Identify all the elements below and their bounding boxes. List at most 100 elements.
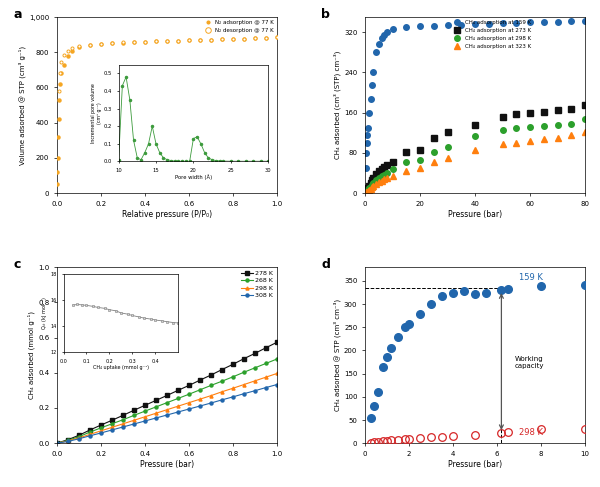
268 K — [229, 374, 236, 380]
CH₄ adsorption at 323 K — [499, 141, 506, 147]
Text: a: a — [13, 8, 22, 21]
CH₄ adsorption at 298 K — [540, 123, 547, 129]
298 K — [262, 374, 269, 380]
268 K — [208, 382, 215, 388]
298 K — [175, 403, 182, 409]
278 K — [185, 382, 193, 388]
308 K — [152, 415, 160, 421]
CH₄ adsorption at 159 K — [375, 41, 382, 47]
CH₄ adsorption at 159 K — [389, 26, 396, 32]
298 K — [152, 411, 160, 416]
CH₄ adsorption at 273 K — [430, 135, 437, 141]
298 K — [130, 417, 137, 423]
268 K — [241, 369, 248, 375]
278 K — [262, 345, 269, 351]
CH₄ adsorption at 273 K — [380, 164, 388, 170]
CH₄ adsorption at 273 K — [568, 106, 575, 112]
CH₄ adsorption at 159 K — [373, 49, 380, 55]
Line: 268 K: 268 K — [55, 357, 278, 445]
308 K — [251, 388, 259, 393]
CH₄ adsorption at 298 K — [554, 122, 561, 128]
CH₄ adsorption at 298 K — [362, 188, 370, 194]
Y-axis label: CH₄ adsorbed (cm³ (STP) cm⁻³): CH₄ adsorbed (cm³ (STP) cm⁻³) — [334, 51, 341, 159]
Text: 159 K: 159 K — [519, 273, 543, 282]
CH₄ adsorption at 273 K — [373, 171, 380, 177]
278 K — [64, 437, 71, 443]
CH₄ adsorption at 323 K — [365, 187, 373, 192]
CH₄ adsorption at 323 K — [430, 159, 437, 165]
308 K — [229, 394, 236, 400]
CH₄ adsorption at 159 K — [362, 165, 369, 171]
298 K — [53, 440, 61, 446]
CH₄ adsorption at 298 K — [367, 184, 374, 189]
308 K — [241, 391, 248, 396]
CH₄ adsorption at 323 K — [389, 172, 396, 178]
CH₄ adsorption at 273 K — [365, 183, 373, 188]
308 K — [142, 418, 149, 424]
CH₄ adsorption at 159 K — [512, 19, 520, 25]
CH₄ adsorption at 159 K — [364, 125, 371, 131]
268 K — [76, 434, 83, 440]
CH₄ adsorption at 298 K — [499, 127, 506, 132]
CH₄ adsorption at 298 K — [368, 182, 376, 188]
CH₄ adsorption at 298 K — [389, 167, 396, 172]
CH₄ adsorption at 159 K — [378, 35, 385, 41]
268 K — [142, 408, 149, 414]
CH₄ adsorption at 273 K — [364, 186, 371, 192]
268 K — [152, 404, 160, 410]
CH₄ adsorption at 273 K — [368, 177, 376, 183]
268 K — [175, 395, 182, 401]
CH₄ adsorption at 323 K — [568, 132, 575, 138]
CH₄ adsorption at 298 K — [370, 180, 377, 186]
298 K — [109, 424, 116, 430]
CH₄ adsorption at 298 K — [430, 149, 437, 155]
298 K — [185, 400, 193, 406]
CH₄ adsorption at 273 K — [378, 166, 385, 172]
CH₄ adsorption at 298 K — [416, 157, 424, 163]
278 K — [53, 440, 61, 446]
CH₄ adsorption at 159 K — [430, 23, 437, 29]
CH₄ adsorption at 323 K — [378, 178, 385, 184]
CH₄ adsorption at 298 K — [375, 175, 382, 181]
278 K — [229, 361, 236, 367]
CH₄ adsorption at 273 K — [416, 147, 424, 153]
298 K — [208, 393, 215, 398]
Legend: 278 K, 268 K, 298 K, 308 K: 278 K, 268 K, 298 K, 308 K — [240, 270, 274, 299]
X-axis label: Pressure (bar): Pressure (bar) — [448, 460, 502, 468]
298 K — [86, 431, 94, 437]
CH₄ adsorption at 159 K — [581, 18, 589, 24]
Line: 308 K: 308 K — [55, 383, 278, 445]
CH₄ adsorption at 323 K — [367, 186, 374, 191]
CH₄ adsorption at 323 K — [581, 129, 589, 135]
Text: b: b — [321, 8, 330, 21]
Y-axis label: CH₄ adsorbed @ STP (cm³ cm⁻³): CH₄ adsorbed @ STP (cm³ cm⁻³) — [334, 299, 341, 411]
268 K — [86, 429, 94, 435]
308 K — [109, 427, 116, 433]
CH₄ adsorption at 298 K — [568, 121, 575, 127]
Legend: CH₄ adsorption at 159 K, CH₄ adsorption at 273 K, CH₄ adsorption at 298 K, CH₄ a: CH₄ adsorption at 159 K, CH₄ adsorption … — [451, 20, 532, 49]
CH₄ adsorption at 159 K — [485, 20, 493, 26]
278 K — [196, 377, 203, 383]
278 K — [241, 356, 248, 361]
CH₄ adsorption at 323 K — [362, 189, 370, 195]
308 K — [130, 421, 137, 427]
CH₄ adsorption at 323 K — [512, 140, 520, 146]
Y-axis label: Volume adsorbed @ STP (cm³ g⁻¹): Volume adsorbed @ STP (cm³ g⁻¹) — [19, 45, 26, 165]
CH₄ adsorption at 273 K — [370, 175, 377, 181]
CH₄ adsorption at 323 K — [554, 135, 561, 141]
278 K — [130, 407, 137, 413]
CH₄ adsorption at 273 K — [383, 163, 391, 169]
Line: CH₄ adsorption at 298 K: CH₄ adsorption at 298 K — [364, 116, 588, 194]
CH₄ adsorption at 323 K — [370, 183, 377, 189]
CH₄ adsorption at 159 K — [540, 19, 547, 24]
Text: Working
capacity: Working capacity — [515, 356, 544, 369]
CH₄ adsorption at 159 K — [568, 18, 575, 24]
268 K — [130, 412, 137, 418]
CH₄ adsorption at 273 K — [499, 114, 506, 120]
308 K — [208, 400, 215, 406]
298 K — [251, 378, 259, 384]
CH₄ adsorption at 323 K — [416, 165, 424, 171]
CH₄ adsorption at 323 K — [444, 155, 451, 161]
268 K — [163, 400, 170, 406]
CH₄ adsorption at 159 K — [472, 21, 479, 27]
